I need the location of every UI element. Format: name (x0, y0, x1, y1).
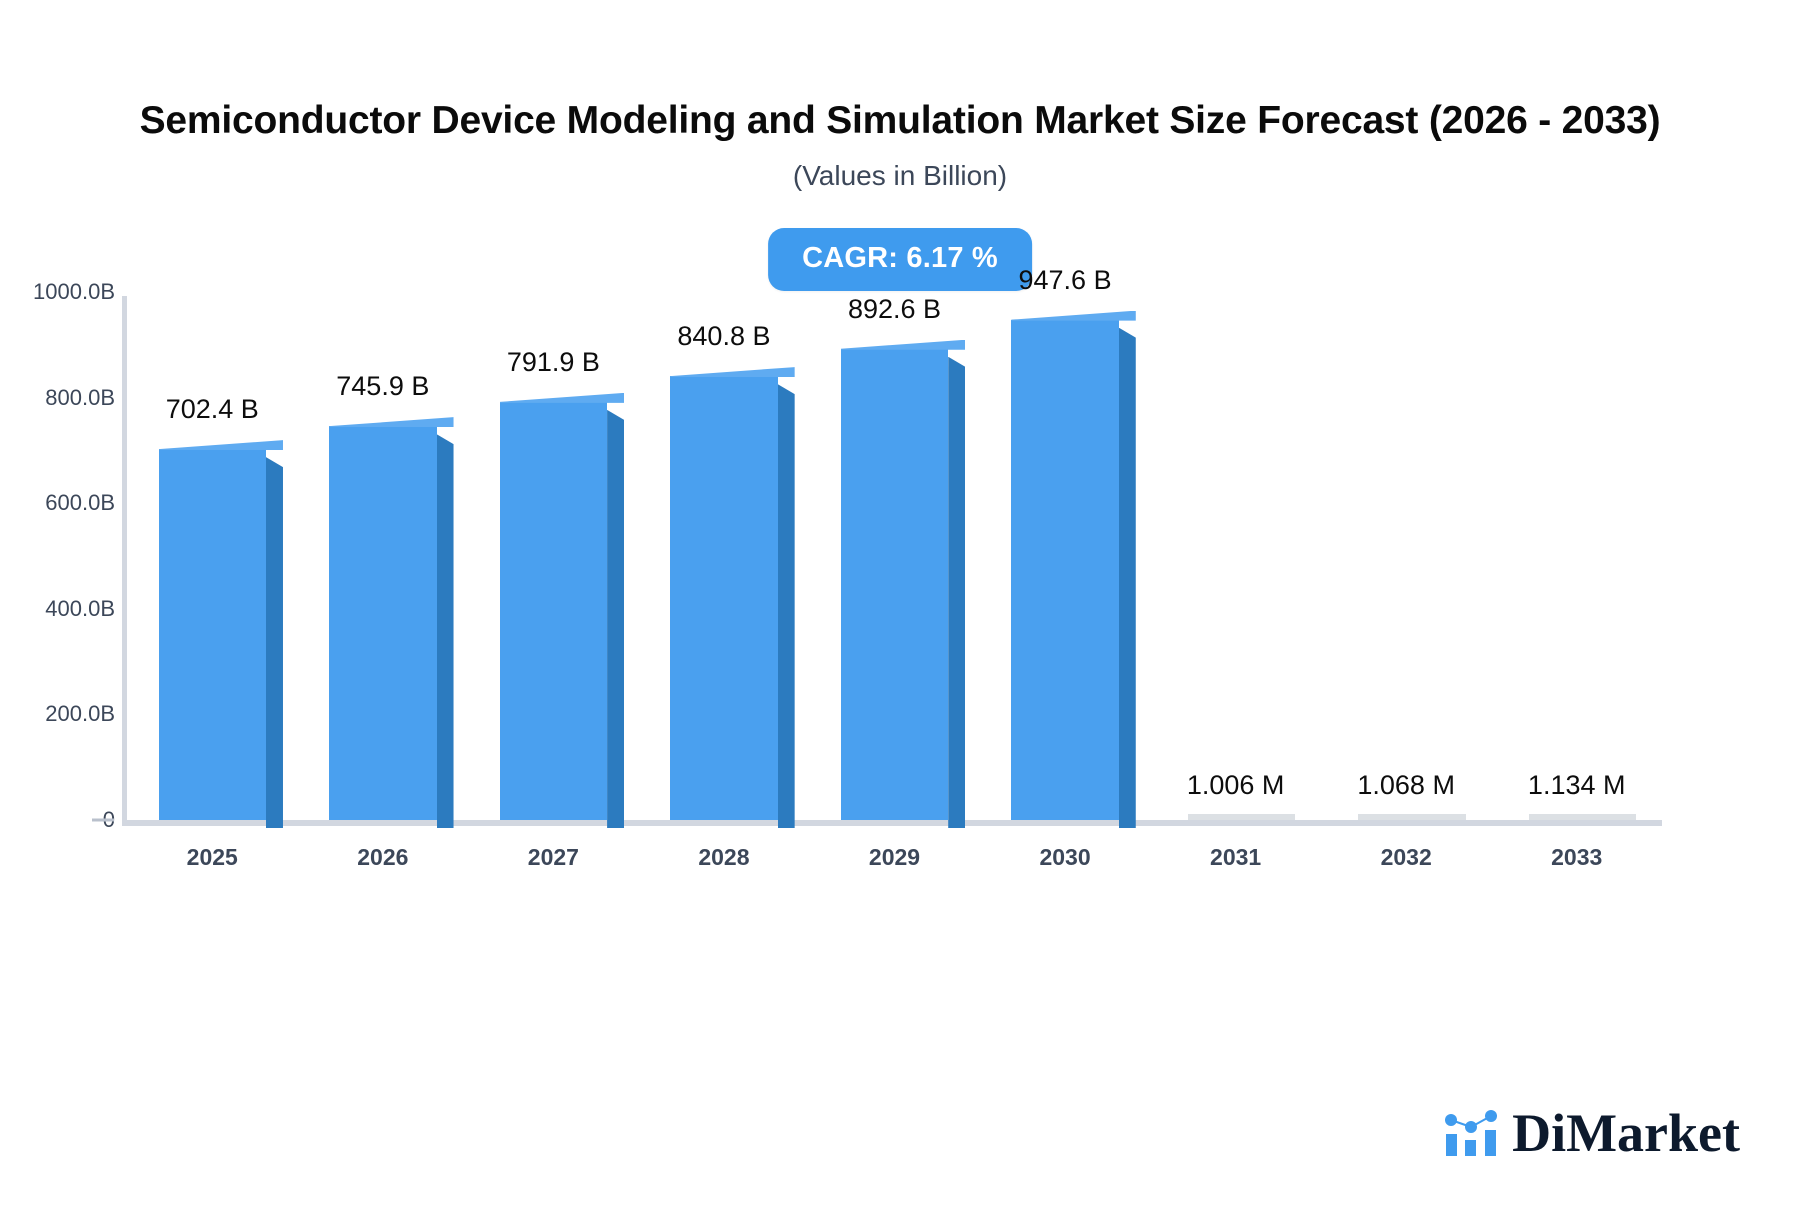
bar[interactable] (1523, 814, 1637, 820)
bar-side-face (948, 356, 966, 828)
bar-top-face (1011, 310, 1136, 321)
bar-group[interactable]: 840.8 B (670, 292, 795, 828)
bar[interactable] (1011, 310, 1136, 828)
x-axis-tick-label: 2031 (1210, 844, 1262, 870)
bar-group[interactable]: 1.006 M (1182, 292, 1296, 820)
bar-top-face (840, 339, 966, 350)
bar-side-face (607, 409, 625, 828)
bar-top-face (158, 440, 283, 451)
x-axis-tick-label: 2026 (357, 844, 409, 870)
y-axis-tick-label: 1000.0B (33, 279, 115, 304)
bar[interactable] (499, 392, 625, 828)
bar-group[interactable]: 892.6 B (840, 292, 966, 828)
bar[interactable] (158, 440, 283, 828)
y-axis-tick-label: 600.0B (45, 490, 115, 516)
bar-base-shadow (1358, 814, 1466, 820)
x-axis-tick-label: 2025 (186, 844, 238, 870)
y-axis-tick-label: 400.0B (45, 595, 115, 621)
x-axis-tick-label: 2028 (698, 844, 750, 870)
bar[interactable] (840, 339, 966, 828)
bar-front-face (670, 376, 778, 820)
bar-group[interactable]: 702.4 B (158, 292, 283, 828)
bar-group[interactable]: 1.134 M (1523, 292, 1637, 820)
bar-front-face (499, 401, 608, 820)
y-axis-spine (122, 296, 127, 824)
bar-base-shadow (1187, 814, 1296, 820)
bar-chart-logo-icon (1445, 1110, 1498, 1156)
bar-front-face (329, 426, 437, 820)
bar-value-label: 702.4 B (165, 394, 259, 425)
bar-value-label: 892.6 B (847, 293, 942, 324)
bar-front-face (840, 348, 949, 820)
bar-side-face (436, 434, 454, 828)
x-axis-baseline (122, 820, 1662, 826)
bar-top-face (329, 417, 454, 428)
bar-value-label: 1.006 M (1186, 770, 1285, 800)
dimarket-logo: DiMarket (1444, 1106, 1740, 1160)
bar[interactable] (1352, 814, 1466, 820)
bar[interactable] (329, 417, 454, 828)
bar-base-shadow (1528, 814, 1637, 820)
bar-series: 702.4 B 745.9 B 791.9 B 840.8 B 892.6 B 947.6… (127, 265, 1662, 828)
bar-side-face (1118, 327, 1136, 828)
y-axis-tick-mark (92, 818, 114, 822)
bar-side-face (265, 457, 283, 828)
bar-group[interactable]: 745.9 B (329, 292, 454, 828)
chart-subtitle: (Values in Billion) (792, 159, 1008, 191)
x-axis-tick-label: 2029 (868, 844, 921, 870)
x-axis-tick-label: 2027 (527, 844, 579, 870)
bar-value-label: 791.9 B (506, 346, 600, 377)
bar-value-label: 947.6 B (1018, 264, 1112, 295)
x-axis-tick-labels: 2025 2026 2027 2028 2029 2030 2031 2032 2033 (127, 844, 1662, 884)
cagr-badge: CAGR: 6.17 % (768, 228, 1032, 291)
bar-group[interactable]: 1.068 M (1352, 292, 1466, 820)
bar-top-face (499, 392, 625, 403)
bar-value-label: 840.8 B (677, 321, 771, 352)
bar[interactable] (670, 367, 795, 828)
logo-wordmark: DiMarket (1512, 1103, 1740, 1163)
bar-group[interactable]: 791.9 B (499, 292, 625, 828)
bar-front-face (1011, 319, 1119, 820)
bar-value-label: 745.9 B (336, 371, 430, 402)
page-title: Semiconductor Device Modeling and Simula… (139, 99, 1661, 142)
bar-value-label: 1.134 M (1527, 770, 1626, 800)
y-axis-tick-label: 800.0B (45, 384, 115, 410)
x-axis-tick-label: 2033 (1551, 844, 1603, 870)
y-axis-tick-label: 200.0B (45, 701, 115, 727)
x-axis-tick-label: 2032 (1380, 844, 1432, 870)
bar-value-label: 1.068 M (1357, 770, 1455, 800)
x-axis-tick-label: 2030 (1039, 844, 1091, 870)
bar-side-face (777, 384, 795, 828)
title-block: Semiconductor Device Modeling and Simula… (120, 96, 1680, 192)
bar-group[interactable]: 947.6 B (1011, 265, 1136, 828)
bar[interactable] (1182, 814, 1296, 820)
bar-front-face (158, 449, 266, 820)
bar-top-face (670, 367, 795, 378)
